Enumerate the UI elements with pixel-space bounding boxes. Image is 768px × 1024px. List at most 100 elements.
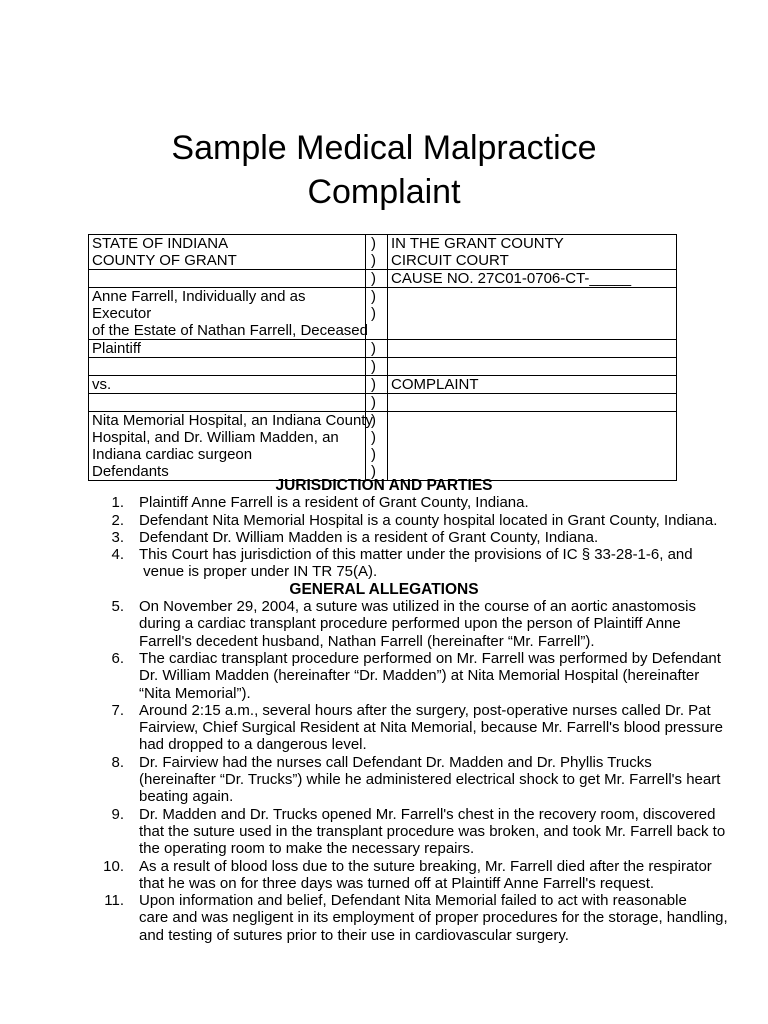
text-line: care and was negligent in its employment…: [139, 909, 728, 927]
text-line: Farrell's decedent husband, Nathan Farre…: [139, 632, 595, 650]
list-item-number: 5.: [111, 598, 124, 616]
case-caption-table-body: STATE OF INDIANA COUNTY OF GRANT)) IN THE …: [88, 234, 677, 481]
text-line: that he was on for three days was turned…: [139, 874, 655, 892]
list-item-number: 10.: [103, 857, 124, 875]
caption-cell-mid: ): [365, 393, 388, 412]
caption-cell-right: [387, 411, 677, 481]
list-item: 6. The cardiac transplant procedure perfo…: [88, 649, 720, 702]
list-item-number: 1.: [111, 494, 124, 512]
caption-cell-left: [88, 357, 366, 376]
caption-cell-left: Plaintiff: [88, 339, 366, 358]
text-line: ): [371, 376, 376, 393]
text-line: This Court has jurisdiction of this matt…: [139, 546, 693, 564]
caption-row: vs.) COMPLAINT: [88, 375, 677, 394]
list-item: 5. On November 29, 2004, a suture was uti…: [88, 598, 695, 650]
text-line: ): [371, 305, 376, 322]
list-item: 3. Defendant Dr. William Madden is a resi…: [88, 529, 680, 546]
list-item-text: This Court has jurisdiction of this matt…: [139, 546, 693, 581]
case-caption-table: STATE OF INDIANA COUNTY OF GRANT)) IN THE …: [88, 234, 677, 481]
text-line: STATE OF INDIANA: [92, 235, 229, 252]
list-item-text: Upon information and belief, Defendant N…: [139, 892, 728, 944]
text-line: Dr. William Madden (hereinafter “Dr. Mad…: [139, 667, 700, 685]
caption-cell-right: IN THE GRANT COUNTY CIRCUIT COURT: [387, 234, 677, 270]
text-line: Hospital, and Dr. William Madden, an: [92, 429, 339, 446]
text-line: ): [371, 394, 376, 411]
text-line: Defendants: [92, 463, 169, 480]
caption-row: STATE OF INDIANA COUNTY OF GRANT)) IN THE …: [88, 234, 677, 270]
text-line: vs.: [92, 376, 112, 393]
list-item: 4. This Court has jurisdiction of this ma…: [88, 546, 692, 581]
caption-row: Nita Memorial Hospital, an Indiana Count…: [88, 411, 677, 481]
caption-cell-right: [387, 287, 677, 340]
list-item-number: 4.: [111, 546, 124, 564]
text-line: of the Estate of Nathan Farrell, Decease…: [92, 322, 368, 339]
caption-cell-right: [387, 339, 677, 358]
text-line: IN THE GRANT COUNTY: [391, 235, 564, 252]
text-line: (hereinafter “Dr. Trucks”) while he admi…: [139, 771, 721, 789]
list-item-text: Plaintiff Anne Farrell is a resident of …: [139, 494, 529, 511]
caption-cell-right: COMPLAINT: [387, 375, 677, 394]
text-line: ): [371, 340, 376, 357]
section-heading: JURISDICTION AND PARTIES: [275, 477, 493, 494]
list-item-text: Defendant Dr. William Madden is a reside…: [139, 529, 598, 546]
text-line: ): [371, 463, 376, 480]
list-item: 2. Defendant Nita Memorial Hospital is a …: [88, 512, 717, 529]
text-line: Defendant Nita Memorial Hospital is a co…: [139, 511, 718, 529]
list-item: 7. Around 2:15 a.m., several hours after …: [88, 701, 722, 754]
text-line: COUNTY OF GRANT: [92, 252, 237, 269]
text-line: ): [371, 358, 376, 375]
text-line: Plaintiff: [92, 340, 141, 357]
text-line: Indiana cardiac surgeon: [92, 446, 253, 463]
list-item-text: As a result of blood loss due to the sut…: [139, 858, 712, 893]
list-item-number: 9.: [111, 805, 124, 823]
caption-row: Plaintiff): [88, 339, 677, 358]
text-line: venue is proper under IN TR 75(A).: [139, 563, 378, 581]
text-line: the operating room to make the necessary…: [139, 840, 475, 858]
text-line: Upon information and belief, Defendant N…: [139, 892, 687, 910]
text-line: ): [371, 252, 376, 269]
list-item-number: 8.: [111, 753, 124, 771]
text-line: Fairview, Chief Surgical Resident at Nit…: [139, 719, 723, 737]
text-line: “Nita Memorial”).: [139, 684, 251, 702]
title-line-1: Sample Medical Malpractice: [171, 129, 597, 167]
text-line: CAUSE NO. 27C01-0706-CT-_____: [391, 270, 632, 287]
text-line: ): [371, 235, 376, 252]
caption-cell-left: STATE OF INDIANA COUNTY OF GRANT: [88, 234, 366, 270]
text-line: ): [371, 412, 376, 429]
list-item: 1. Plaintiff Anne Farrell is a resident o…: [88, 494, 680, 511]
list-item: 8. Dr. Fairview had the nurses call Defen…: [88, 753, 720, 806]
text-line: COMPLAINT: [391, 376, 479, 393]
caption-row: ) CAUSE NO. 27C01-0706-CT-_____: [88, 269, 677, 288]
text-line: As a result of blood loss due to the sut…: [139, 857, 712, 875]
text-line: ): [371, 429, 376, 446]
text-line: CIRCUIT COURT: [391, 252, 509, 269]
text-line: ): [371, 446, 376, 463]
text-line: that the suture used in the transplant p…: [139, 822, 726, 840]
text-line: Around 2:15 a.m., several hours after th…: [139, 701, 711, 719]
caption-row: Anne Farrell, Individually and as Executo…: [88, 287, 677, 340]
caption-cell-mid: )): [365, 234, 388, 270]
title-line-2: Complaint: [307, 173, 461, 211]
caption-cell-mid: ): [365, 357, 388, 376]
document-title: Sample Medical Malpractice Complaint: [0, 126, 768, 214]
caption-row: ): [88, 393, 677, 412]
list-item-number: 3.: [111, 528, 124, 546]
caption-cell-left: [88, 393, 366, 412]
list-item-number: 7.: [111, 701, 124, 719]
document-body: JURISDICTION AND PARTIES 1. Plaintiff Anne…: [88, 477, 728, 944]
text-line: ): [371, 270, 376, 287]
caption-cell-mid: ): [365, 339, 388, 358]
list-item-number: 6.: [111, 649, 124, 667]
text-line: beating again.: [139, 788, 234, 806]
caption-cell-right: CAUSE NO. 27C01-0706-CT-_____: [387, 269, 677, 288]
caption-cell-left: vs.: [88, 375, 366, 394]
text-line: Plaintiff Anne Farrell is a resident of …: [139, 494, 529, 512]
text-line: Defendant Dr. William Madden is a reside…: [139, 528, 599, 546]
caption-cell-left: Anne Farrell, Individually and as Executo…: [88, 287, 368, 340]
text-line: had dropped to a dangerous level.: [139, 736, 367, 754]
caption-cell-right: [387, 357, 677, 376]
list-item-text: Defendant Nita Memorial Hospital is a co…: [139, 512, 717, 529]
text-line: Dr. Fairview had the nurses call Defenda…: [139, 753, 652, 771]
text-line: The cardiac transplant procedure perform…: [139, 649, 721, 667]
